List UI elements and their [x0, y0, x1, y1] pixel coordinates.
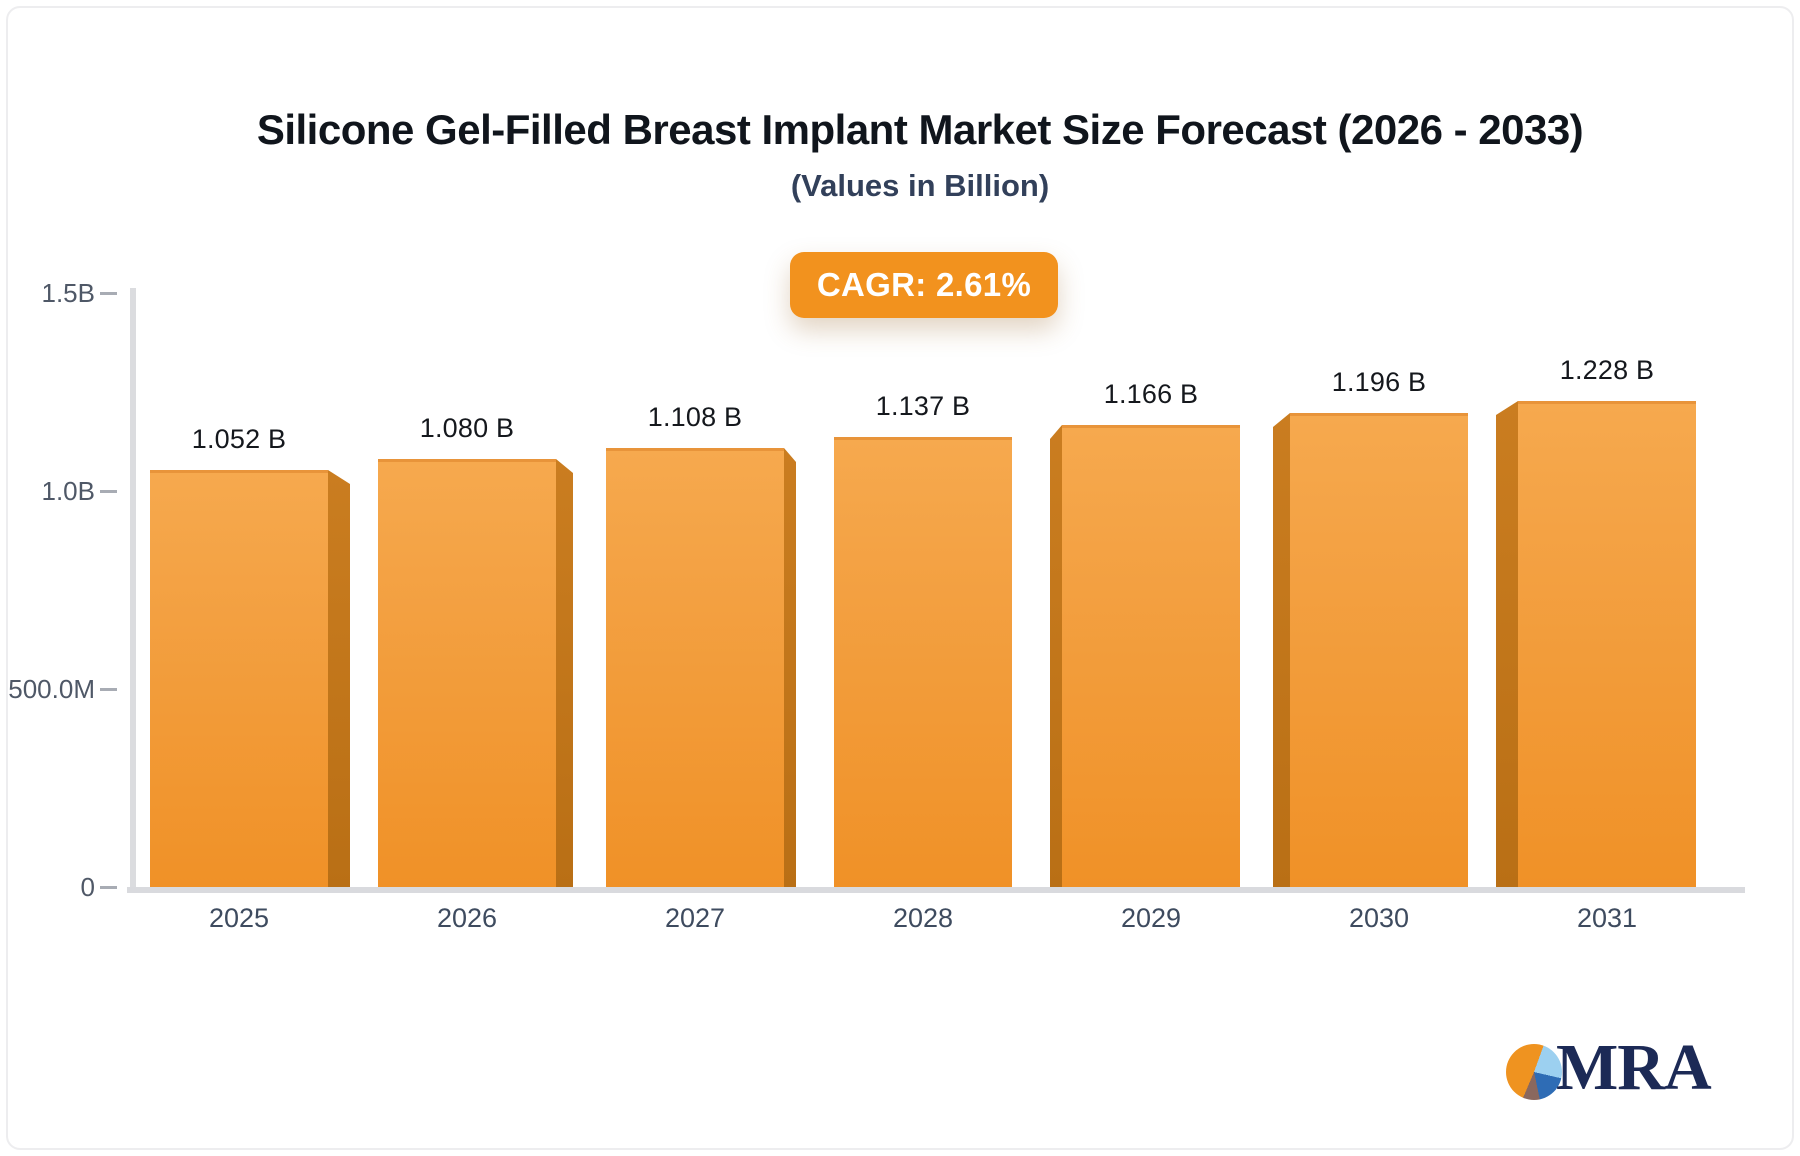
- y-axis-line: [130, 288, 136, 890]
- chart-title: Silicone Gel-Filled Breast Implant Marke…: [256, 106, 1584, 153]
- pie-logo-icon: [1506, 1044, 1562, 1100]
- bar-value-label: 1.228 B: [1559, 355, 1655, 385]
- y-tick-label: 500.0M: [8, 674, 95, 704]
- bar-value-label: 1.108 B: [647, 402, 743, 432]
- x-axis-label: 2031: [1576, 903, 1638, 933]
- y-tick-dash: [100, 292, 117, 295]
- logo-text: MRA: [1556, 1031, 1712, 1104]
- cagr-badge-label: CAGR: 2.61%: [816, 266, 1032, 303]
- y-tick-label: 1.5B: [41, 278, 96, 308]
- bar-3d-side: [784, 448, 796, 887]
- mra-logo: MRA: [1506, 1031, 1712, 1104]
- x-axis-label: 2026: [436, 903, 498, 933]
- bar-3d-side: [556, 459, 573, 887]
- y-tick-dash: [100, 490, 117, 493]
- bar-3d-side: [1496, 401, 1518, 887]
- bar-2027: [606, 448, 784, 887]
- bar-3d-side: [328, 470, 350, 887]
- bar-2025: [150, 470, 328, 887]
- x-axis-label: 2028: [892, 903, 954, 933]
- y-tick-dash: [100, 688, 117, 691]
- bar-2029: [1062, 425, 1240, 887]
- bar-2031: [1518, 401, 1696, 887]
- y-tick-label: 1.0B: [41, 476, 96, 506]
- y-tick-dash: [100, 886, 117, 889]
- bar-2026: [378, 459, 556, 887]
- x-axis-line: [127, 887, 1745, 893]
- bar-value-label: 1.052 B: [191, 424, 287, 454]
- x-axis-label: 2030: [1348, 903, 1410, 933]
- bar-3d-side: [1050, 425, 1062, 887]
- bar-value-label: 1.166 B: [1103, 379, 1199, 409]
- bar-2030: [1290, 413, 1468, 887]
- x-axis-label: 2029: [1120, 903, 1182, 933]
- x-axis-label: 2027: [664, 903, 726, 933]
- y-tick-label: 0: [80, 872, 95, 902]
- chart-subtitle: (Values in Billion): [790, 168, 1050, 203]
- bar-value-label: 1.196 B: [1331, 367, 1427, 397]
- cagr-badge: CAGR: 2.61%: [790, 252, 1058, 318]
- bar-value-label: 1.137 B: [875, 391, 971, 421]
- x-axis-label: 2025: [208, 903, 270, 933]
- bar-value-label: 1.080 B: [419, 413, 515, 443]
- bar-2028: [834, 437, 1012, 887]
- bar-3d-side: [1273, 413, 1290, 887]
